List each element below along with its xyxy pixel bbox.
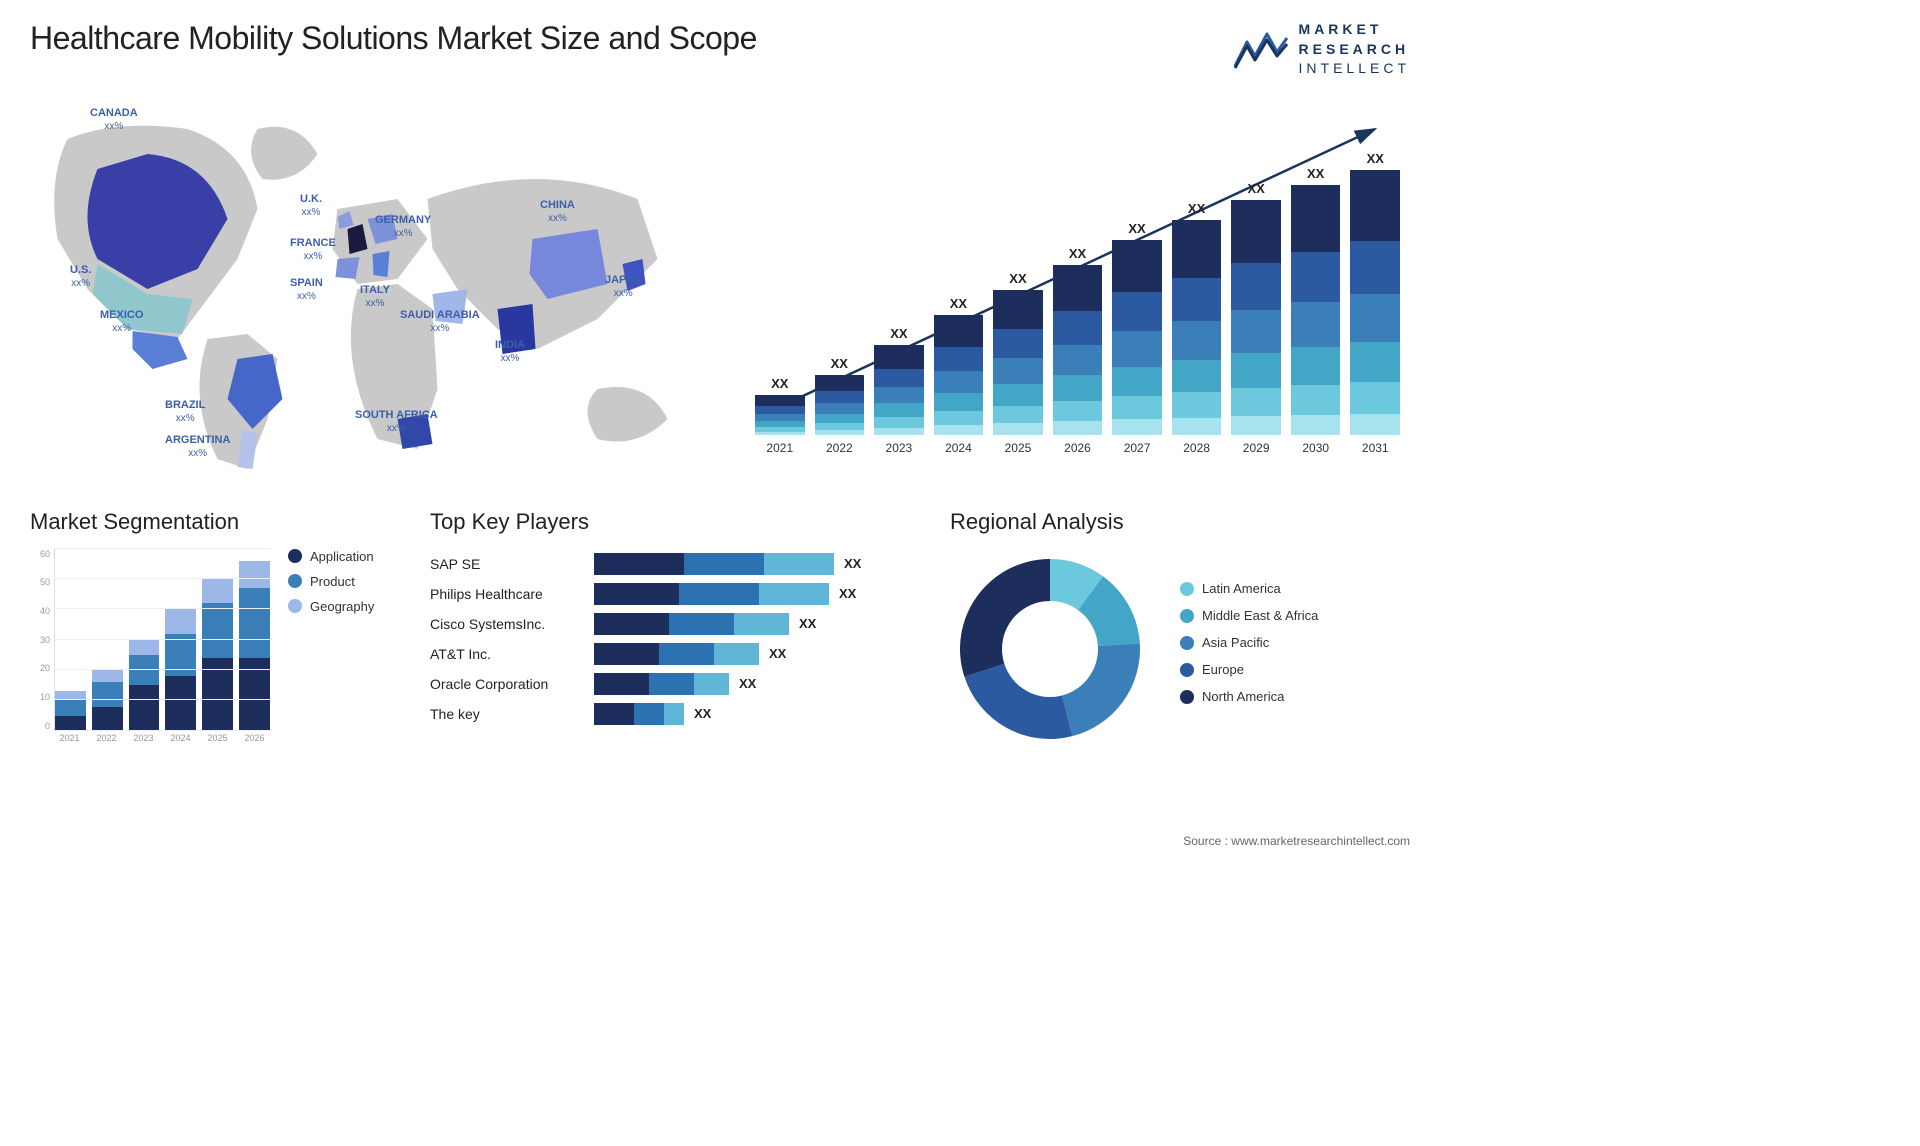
segmentation-bar xyxy=(92,670,123,731)
forecast-chart: XX2021XX2022XX2023XX2024XX2025XX2026XX20… xyxy=(735,99,1410,479)
players-title: Top Key Players xyxy=(430,509,910,535)
map-label: U.K.xx% xyxy=(300,193,322,219)
player-row: XX xyxy=(594,669,910,699)
map-label: ARGENTINAxx% xyxy=(165,434,230,460)
legend-item: Geography xyxy=(288,599,374,614)
player-name: AT&T Inc. xyxy=(430,639,580,669)
brand-logo: MARKET RESEARCH INTELLECT xyxy=(1233,20,1410,79)
forecast-bar: XX2024 xyxy=(934,296,984,455)
map-label: INDIAxx% xyxy=(495,339,525,365)
map-label: BRAZILxx% xyxy=(165,399,205,425)
segmentation-bar xyxy=(55,691,86,730)
segmentation-bar xyxy=(165,609,196,730)
legend-item: Latin America xyxy=(1180,581,1318,596)
map-label: U.S.xx% xyxy=(70,264,91,290)
forecast-bar: XX2027 xyxy=(1112,221,1162,455)
player-row: XX xyxy=(594,699,910,729)
legend-item: Asia Pacific xyxy=(1180,635,1318,650)
players-panel: Top Key Players SAP SEPhilips Healthcare… xyxy=(430,509,910,769)
player-row: XX xyxy=(594,579,910,609)
segmentation-chart: 0102030405060 202120222023202420252026 xyxy=(30,549,270,749)
segmentation-bar xyxy=(202,579,233,731)
segmentation-title: Market Segmentation xyxy=(30,509,390,535)
legend-item: Middle East & Africa xyxy=(1180,608,1318,623)
source-text: Source : www.marketresearchintellect.com xyxy=(1183,834,1410,848)
segmentation-bar xyxy=(129,640,160,731)
map-label: FRANCExx% xyxy=(290,237,336,263)
player-name: Cisco SystemsInc. xyxy=(430,609,580,639)
forecast-bar: XX2028 xyxy=(1172,201,1222,455)
forecast-bar: XX2031 xyxy=(1350,151,1400,455)
page-title: Healthcare Mobility Solutions Market Siz… xyxy=(30,20,757,57)
regional-donut xyxy=(950,549,1150,749)
player-bars: XXXXXXXXXXXX xyxy=(594,549,910,729)
forecast-bar: XX2025 xyxy=(993,271,1043,455)
map-label: JAPANxx% xyxy=(605,274,641,300)
player-row: XX xyxy=(594,609,910,639)
segmentation-bar xyxy=(239,561,270,731)
bottom-row: Market Segmentation 0102030405060 202120… xyxy=(30,509,1410,769)
regional-panel: Regional Analysis Latin America Middle Ea… xyxy=(950,509,1410,769)
legend-item: Europe xyxy=(1180,662,1318,677)
logo-text: MARKET RESEARCH INTELLECT xyxy=(1299,20,1410,79)
map-label: SPAINxx% xyxy=(290,277,323,303)
map-label: SAUDI ARABIAxx% xyxy=(400,309,480,335)
forecast-bar: XX2030 xyxy=(1291,166,1341,455)
map-label: SOUTH AFRICAxx% xyxy=(355,409,438,435)
player-row: XX xyxy=(594,549,910,579)
forecast-bar: XX2022 xyxy=(815,356,865,455)
player-row: XX xyxy=(594,639,910,669)
map-label: ITALYxx% xyxy=(360,284,390,310)
map-label: CANADAxx% xyxy=(90,107,138,133)
player-names: SAP SEPhilips HealthcareCisco SystemsInc… xyxy=(430,549,580,729)
forecast-bar: XX2021 xyxy=(755,376,805,455)
top-row: CANADAxx% U.S.xx% MEXICOxx% BRAZILxx% ARGENT… xyxy=(30,99,1410,479)
map-label: MEXICOxx% xyxy=(100,309,143,335)
segmentation-panel: Market Segmentation 0102030405060 202120… xyxy=(30,509,390,769)
header: Healthcare Mobility Solutions Market Siz… xyxy=(30,20,1410,79)
legend-item: North America xyxy=(1180,689,1318,704)
legend-item: Application xyxy=(288,549,374,564)
map-label: CHINAxx% xyxy=(540,199,575,225)
regional-title: Regional Analysis xyxy=(950,509,1410,535)
regional-legend: Latin America Middle East & Africa Asia Pa… xyxy=(1180,581,1318,716)
world-map-panel: CANADAxx% U.S.xx% MEXICOxx% BRAZILxx% ARGENT… xyxy=(30,99,705,479)
player-name: Oracle Corporation xyxy=(430,669,580,699)
forecast-bar: XX2023 xyxy=(874,326,924,455)
player-name: SAP SE xyxy=(430,549,580,579)
player-name: The key xyxy=(430,699,580,729)
forecast-bar: XX2029 xyxy=(1231,181,1281,455)
logo-icon xyxy=(1233,28,1289,70)
forecast-bar: XX2026 xyxy=(1053,246,1103,455)
player-name: Philips Healthcare xyxy=(430,579,580,609)
segmentation-legend: Application Product Geography xyxy=(288,549,374,749)
legend-item: Product xyxy=(288,574,374,589)
map-label: GERMANYxx% xyxy=(375,214,431,240)
